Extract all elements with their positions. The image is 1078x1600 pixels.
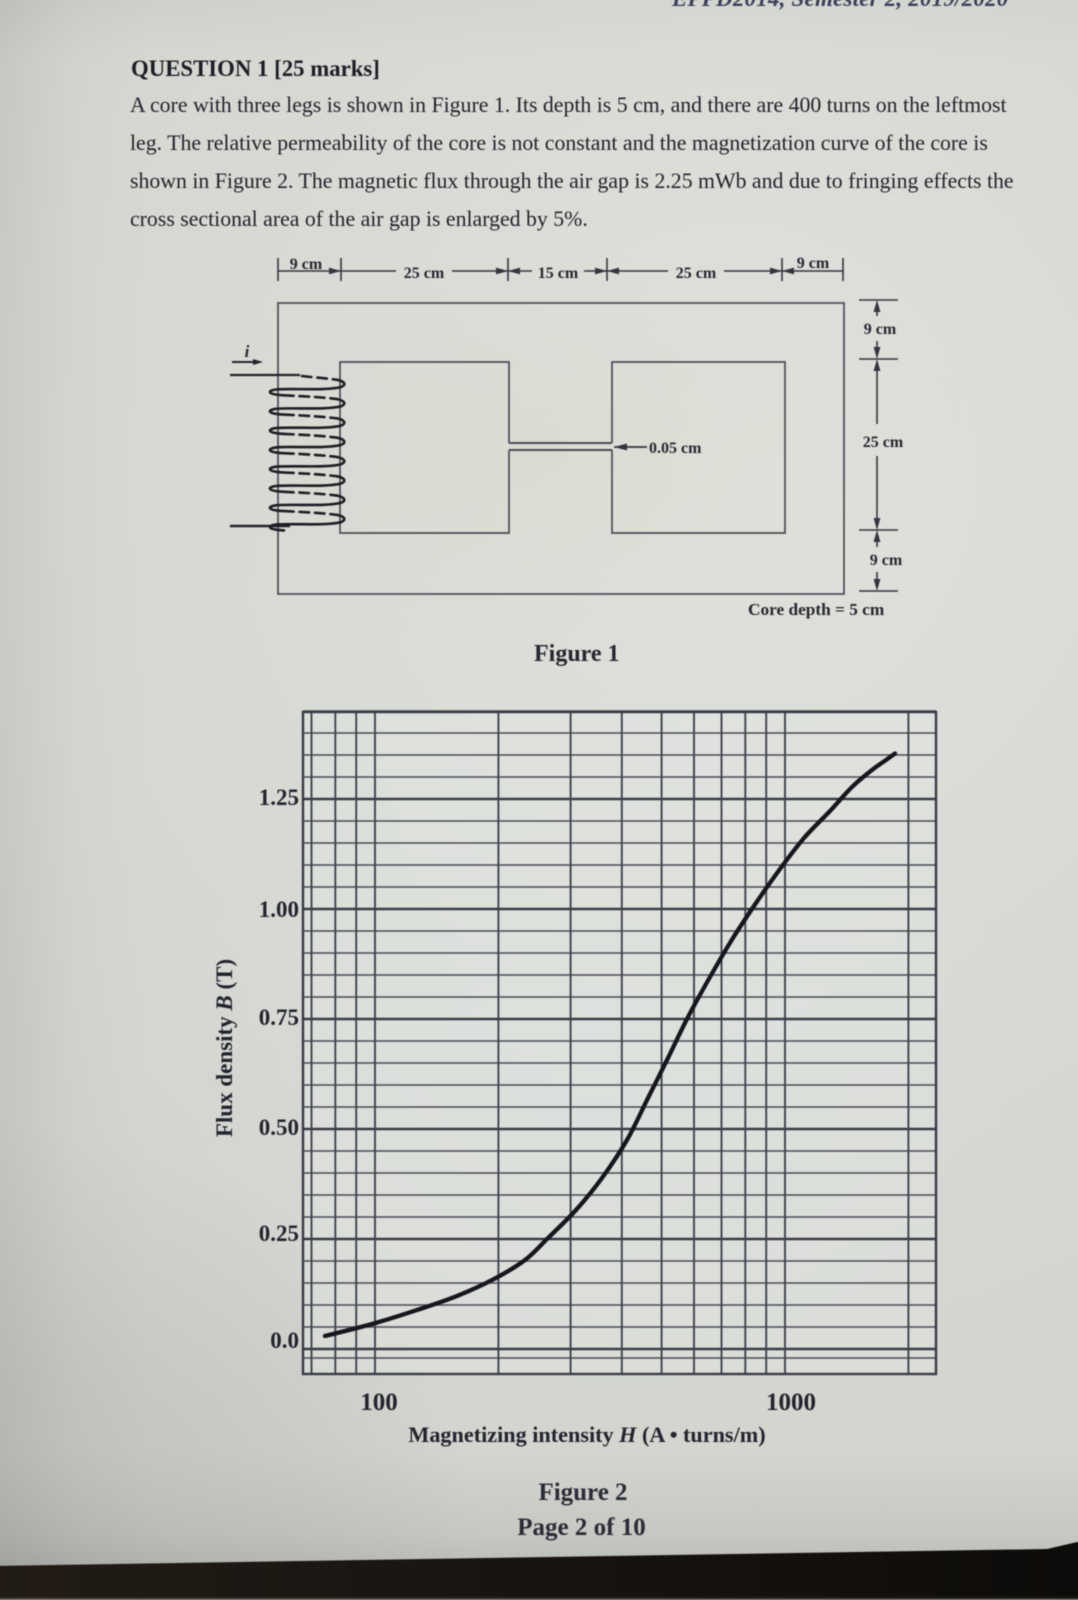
svg-text:1.00: 1.00 xyxy=(259,897,299,922)
svg-text:25 cm: 25 cm xyxy=(676,265,717,282)
svg-text:0.50: 0.50 xyxy=(259,1115,299,1140)
svg-text:9 cm: 9 cm xyxy=(864,321,897,338)
svg-text:0.0: 0.0 xyxy=(270,1328,299,1353)
svg-text:25 cm: 25 cm xyxy=(863,434,904,451)
svg-text:0.25: 0.25 xyxy=(259,1221,299,1246)
svg-text:100: 100 xyxy=(360,1389,398,1416)
svg-text:15 cm: 15 cm xyxy=(538,265,579,282)
svg-text:25 cm: 25 cm xyxy=(404,265,445,282)
svg-text:9 cm: 9 cm xyxy=(290,256,323,273)
svg-text:Flux density B (T): Flux density B (T) xyxy=(212,959,237,1137)
svg-text:Core depth = 5 cm: Core depth = 5 cm xyxy=(748,600,885,619)
svg-text:9 cm: 9 cm xyxy=(870,552,903,569)
svg-text:9 cm: 9 cm xyxy=(797,255,830,272)
svg-text:1.25: 1.25 xyxy=(259,785,299,810)
svg-text:1000: 1000 xyxy=(766,1389,816,1416)
svg-text:0.05 cm: 0.05 cm xyxy=(649,440,702,457)
svg-text:Magnetizing intensity H (A • t: Magnetizing intensity H (A • turns/m) xyxy=(408,1422,765,1447)
svg-text:i: i xyxy=(245,342,250,361)
svg-text:0.75: 0.75 xyxy=(259,1005,299,1030)
